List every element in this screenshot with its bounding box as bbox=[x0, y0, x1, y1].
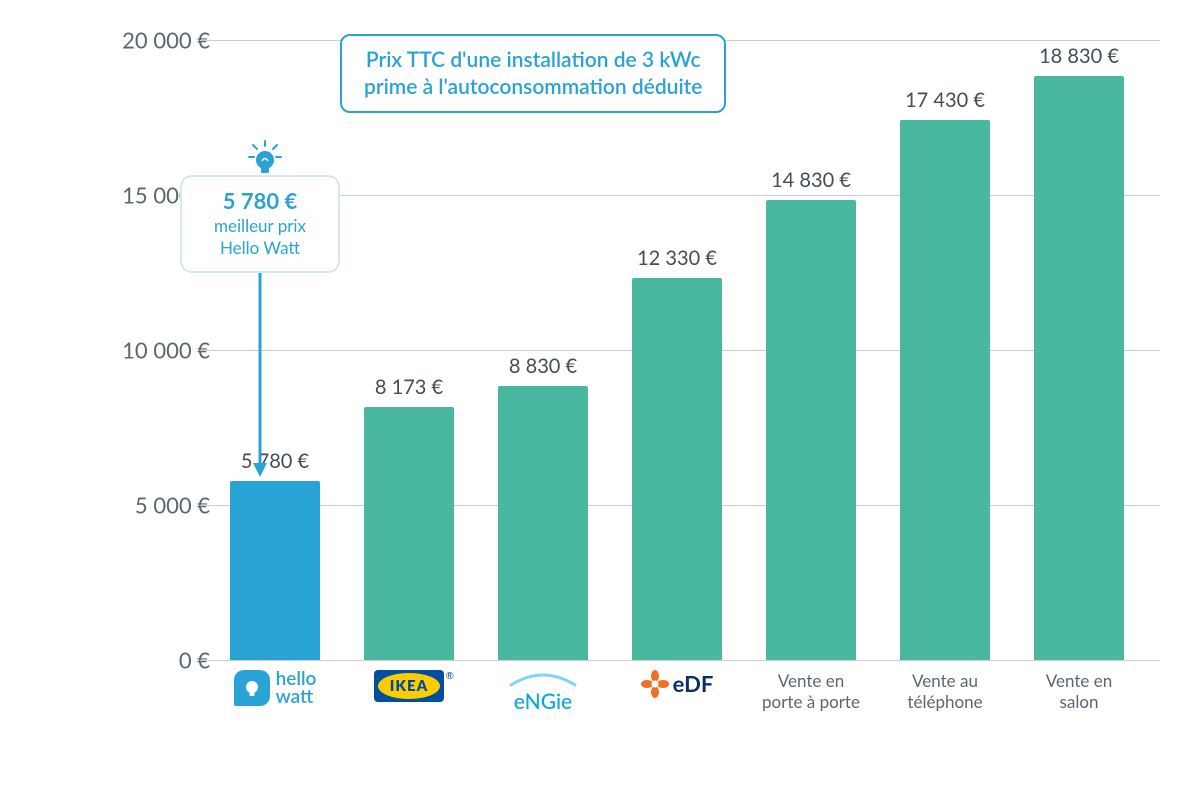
y-tick-label: 10 000 € bbox=[80, 337, 210, 364]
bar-salon bbox=[1034, 76, 1124, 660]
callout-line2: Hello Watt bbox=[190, 238, 330, 258]
best-price-callout: 5 780 € meilleur prix Hello Watt bbox=[180, 175, 340, 273]
edf-logo: eDF bbox=[607, 670, 747, 698]
x-label-edf: eDF bbox=[607, 670, 747, 698]
engie-logo: eNGie bbox=[473, 670, 613, 716]
x-label-salon: Vente ensalon bbox=[1009, 670, 1149, 713]
bar-engie bbox=[498, 386, 588, 660]
bar-value-label: 5 780 € bbox=[205, 449, 345, 473]
x-label-hellowatt: hellowatt bbox=[205, 670, 345, 706]
price-bar-chart: Prix TTC d'une installation de 3 kWc pri… bbox=[80, 40, 1160, 740]
x-label-engie: eNGie bbox=[473, 670, 613, 716]
hellowatt-logo: hellowatt bbox=[205, 670, 345, 706]
gridline bbox=[200, 660, 1160, 661]
y-tick-label: 20 000 € bbox=[80, 27, 210, 54]
bar-edf bbox=[632, 278, 722, 660]
bar-value-label: 18 830 € bbox=[1009, 44, 1149, 68]
bar-value-label: 8 830 € bbox=[473, 354, 613, 378]
callout-line1: meilleur prix bbox=[190, 216, 330, 236]
hellowatt-bubble-icon bbox=[234, 670, 270, 706]
ikea-logo: IKEA® bbox=[374, 670, 444, 702]
chart-title-box: Prix TTC d'une installation de 3 kWc pri… bbox=[340, 34, 726, 113]
x-label-porte: Vente enporte à porte bbox=[741, 670, 881, 713]
chart-title-line2: prime à l'autoconsommation déduite bbox=[364, 73, 702, 100]
edf-flower-icon bbox=[641, 670, 669, 698]
y-tick-label: 0 € bbox=[80, 647, 210, 674]
bar-value-label: 8 173 € bbox=[339, 375, 479, 399]
lightbulb-icon bbox=[248, 140, 282, 182]
plot-area: 5 780 € 8 173 €8 830 € 12 330 € 14 830 € 17 … bbox=[200, 40, 1160, 660]
bar-value-label: 12 330 € bbox=[607, 246, 747, 270]
callout-arrow-icon bbox=[250, 265, 270, 480]
x-label-ikea: IKEA® bbox=[339, 670, 479, 702]
bar-tel bbox=[900, 120, 990, 660]
gridline bbox=[200, 195, 1160, 196]
chart-title-line1: Prix TTC d'une installation de 3 kWc bbox=[364, 46, 702, 73]
bar-value-label: 14 830 € bbox=[741, 168, 881, 192]
y-tick-label: 5 000 € bbox=[80, 492, 210, 519]
callout-price: 5 780 € bbox=[190, 187, 330, 214]
bar-value-label: 17 430 € bbox=[875, 88, 1015, 112]
x-label-tel: Vente autéléphone bbox=[875, 670, 1015, 713]
bar-ikea bbox=[364, 407, 454, 660]
bar-porte bbox=[766, 200, 856, 660]
bar-hellowatt bbox=[230, 481, 320, 660]
